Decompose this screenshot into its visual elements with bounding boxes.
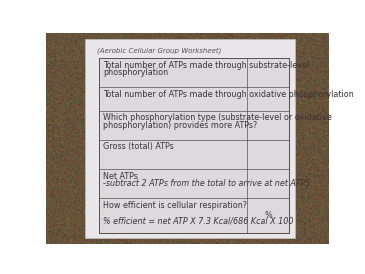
Text: % efficient = net ATP X 7.3 Kcal/686 Kcal X 100: % efficient = net ATP X 7.3 Kcal/686 Kca… (103, 216, 293, 225)
Bar (85, 39, 295, 238)
Text: Total number of ATPs made through substrate-level: Total number of ATPs made through substr… (103, 61, 309, 70)
Text: Net ATPs: Net ATPs (103, 172, 138, 181)
Text: phosphorylation: phosphorylation (103, 68, 168, 78)
Text: Gross (total) ATPs: Gross (total) ATPs (103, 142, 173, 152)
Text: Which phosphorylation type (substrate-level or oxidative: Which phosphorylation type (substrate-le… (103, 113, 331, 122)
Text: How efficient is cellular respiration?: How efficient is cellular respiration? (103, 201, 247, 210)
Text: (Aerobic Cellular Group Worksheet): (Aerobic Cellular Group Worksheet) (96, 48, 221, 54)
Bar (99, 58, 289, 233)
Text: %: % (264, 211, 272, 220)
Text: -subtract 2 ATPs from the total to arrive at net ATPS: -subtract 2 ATPs from the total to arriv… (103, 179, 310, 189)
Text: phosphorylation) provides more ATPs?: phosphorylation) provides more ATPs? (103, 121, 257, 130)
Text: Total number of ATPs made through oxidative phosphorylation: Total number of ATPs made through oxidat… (103, 90, 354, 99)
